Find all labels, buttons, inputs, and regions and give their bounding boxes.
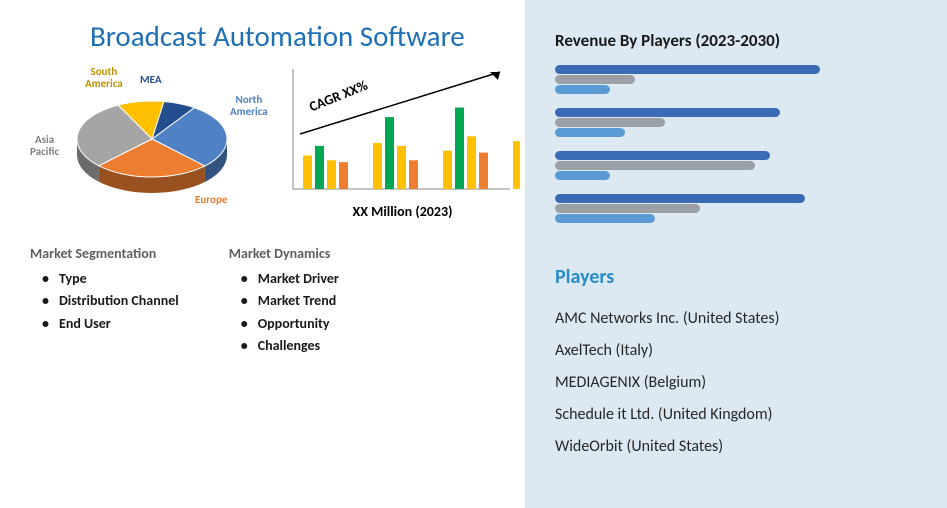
pie-slice-label: SouthAmerica [85, 66, 123, 90]
player-item: WideOrbit (United States) [555, 431, 917, 463]
pie-chart [30, 69, 275, 219]
growth-bar [315, 146, 324, 189]
lists-row: Market Segmentation TypeDistribution Cha… [30, 245, 505, 358]
player-item: AxelTech (Italy) [555, 335, 917, 367]
revenue-bars [555, 63, 875, 237]
segmentation-item: Type [42, 268, 179, 290]
revenue-bar [555, 118, 665, 127]
growth-bar [397, 146, 406, 189]
segmentation-list: TypeDistribution ChannelEnd User [30, 268, 179, 335]
revenue-bar [555, 108, 780, 117]
dynamics-item: Challenges [241, 335, 339, 357]
dynamics-block: Market Dynamics Market DriverMarket Tren… [229, 245, 339, 358]
growth-bar-chart [285, 64, 520, 199]
dynamics-item: Opportunity [241, 313, 339, 335]
left-panel: Broadcast Automation Software NorthAmeri… [0, 0, 525, 508]
growth-bar [303, 155, 312, 189]
growth-bar [467, 136, 476, 189]
dynamics-heading: Market Dynamics [229, 245, 339, 262]
segmentation-item: Distribution Channel [42, 290, 179, 312]
revenue-bar [555, 151, 770, 160]
revenue-bar [555, 75, 635, 84]
player-item: MEDIAGENIX (Belgium) [555, 367, 917, 399]
revenue-bar [555, 161, 755, 170]
players-heading: Players [555, 265, 917, 289]
charts-row: NorthAmerica Europe AsiaPacific SouthAmeric… [30, 64, 505, 220]
revenue-title: Revenue By Players (2023-2030) [555, 30, 917, 51]
right-panel: Revenue By Players (2023-2030) Players A… [525, 0, 947, 508]
dynamics-item: Market Trend [241, 290, 339, 312]
revenue-bar [555, 204, 700, 213]
player-item: Schedule it Ltd. (United Kingdom) [555, 399, 917, 431]
pie-chart-area: NorthAmerica Europe AsiaPacific SouthAmeric… [30, 64, 275, 220]
growth-bar [327, 160, 336, 189]
revenue-bar [555, 128, 625, 137]
segmentation-item: End User [42, 313, 179, 335]
pie-slice-label: NorthAmerica [230, 94, 268, 118]
revenue-bar [555, 171, 610, 180]
growth-bar [339, 162, 348, 189]
segmentation-heading: Market Segmentation [30, 245, 179, 262]
revenue-bar [555, 194, 805, 203]
dynamics-item: Market Driver [241, 268, 339, 290]
segmentation-block: Market Segmentation TypeDistribution Cha… [30, 245, 179, 358]
growth-bar [373, 143, 382, 189]
growth-caption: XX Million (2023) [285, 203, 520, 220]
page-title: Broadcast Automation Software [90, 18, 505, 54]
dynamics-list: Market DriverMarket TrendOpportunityChal… [229, 268, 339, 358]
growth-bar [479, 153, 488, 189]
pie-slice-label: Europe [195, 194, 227, 206]
growth-bar-area: CAGR XX% XX Million (2023) [285, 64, 520, 220]
revenue-bar [555, 85, 610, 94]
players-list: AMC Networks Inc. (United States)AxelTec… [555, 303, 917, 463]
pie-slice-label: MEA [140, 74, 162, 86]
player-item: AMC Networks Inc. (United States) [555, 303, 917, 335]
growth-bar [385, 117, 394, 189]
pie-slice-label: AsiaPacific [30, 134, 59, 158]
growth-bar [409, 160, 418, 189]
growth-bar [513, 141, 520, 189]
revenue-bar [555, 65, 820, 74]
revenue-bar [555, 214, 655, 223]
growth-bar [443, 151, 452, 189]
growth-bar [455, 108, 464, 189]
